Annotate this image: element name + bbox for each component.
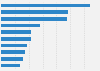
Bar: [1, 50, 25, 54]
Bar: [1, 4, 90, 7]
Bar: [1, 44, 27, 47]
Bar: [1, 64, 20, 67]
Bar: [1, 37, 31, 41]
Bar: [1, 24, 40, 27]
Bar: [1, 17, 67, 21]
Bar: [1, 57, 23, 61]
Bar: [1, 30, 32, 34]
Bar: [1, 10, 68, 14]
